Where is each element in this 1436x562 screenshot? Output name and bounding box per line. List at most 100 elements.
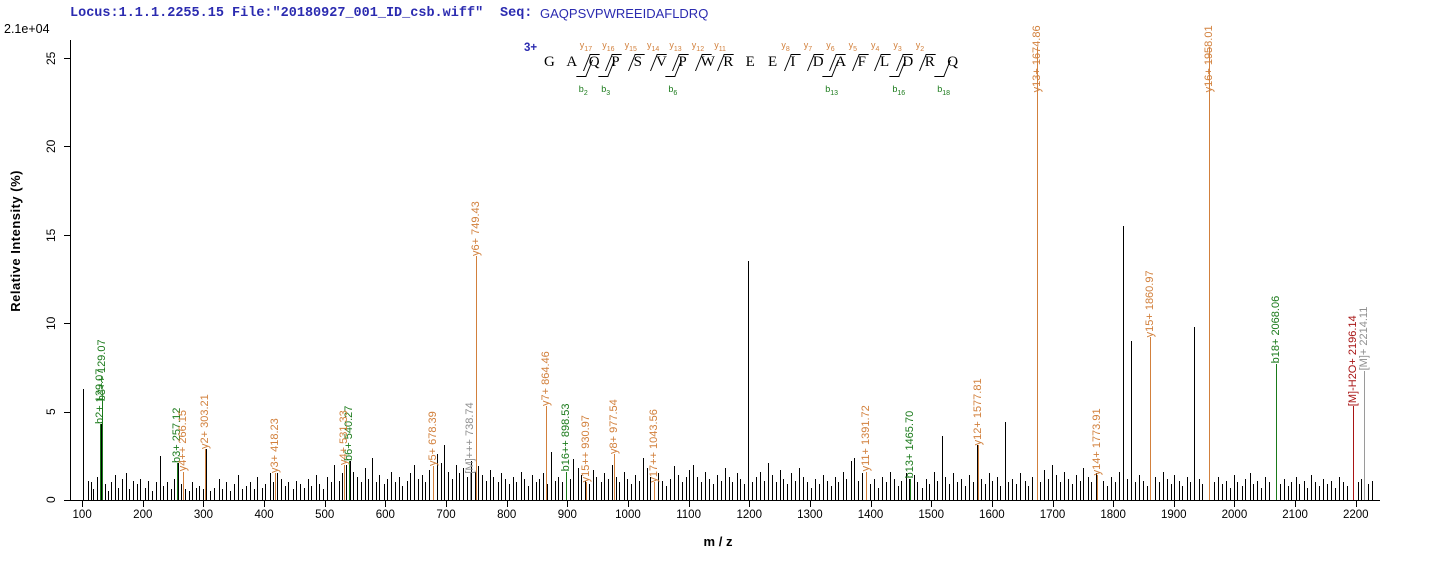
- spectrum-peak: [322, 489, 324, 500]
- spectrum-peak: [768, 462, 770, 500]
- spectrum-peak: [619, 482, 621, 500]
- spectrum-peak: [327, 477, 329, 500]
- x-tick-label: 1900: [1160, 509, 1187, 521]
- x-tick-label: 900: [557, 509, 577, 521]
- spectrum-peak: [338, 480, 340, 500]
- spectrum-peak: [1079, 480, 1081, 500]
- spectrum-peak: [689, 469, 691, 500]
- annotated-peak: [275, 473, 277, 500]
- spectrum-peak: [387, 478, 389, 500]
- annotated-peak: [469, 473, 471, 500]
- spectrum-peak: [1083, 468, 1085, 500]
- spectrum-peak: [402, 485, 404, 500]
- spectrum-peak: [527, 485, 529, 500]
- spectrum-peak: [822, 475, 824, 500]
- spectrum-peak: [1202, 484, 1204, 500]
- x-tick: [82, 501, 84, 507]
- spectrum-peak: [1064, 471, 1066, 500]
- residue-g-1: G: [544, 54, 555, 70]
- spectrum-peak: [1095, 473, 1097, 500]
- spectrum-peak: [1343, 482, 1344, 500]
- spectrum-peak: [1127, 478, 1129, 500]
- spectrum-peak: [107, 491, 109, 500]
- residue-d-17: D: [902, 54, 914, 70]
- spectrum-peak: [1174, 475, 1176, 500]
- spectrum-peak: [1198, 478, 1200, 500]
- spectrum-peak: [117, 487, 119, 500]
- peak-label: y8+ 977.54: [608, 399, 621, 454]
- spectrum-peak: [953, 473, 955, 500]
- spectrum-peak: [661, 480, 663, 500]
- y-tick: [64, 500, 70, 501]
- spectrum-peak: [1111, 477, 1113, 500]
- x-tick: [142, 501, 144, 507]
- spectrum-peak: [356, 477, 358, 500]
- precursor-charge-label: 3+: [524, 42, 538, 54]
- spectrum-peak: [1154, 477, 1156, 500]
- spectrum-peak: [681, 482, 683, 500]
- spectrum-peak: [581, 475, 583, 500]
- spectrum-peak: [1315, 482, 1317, 500]
- y-tick-label: 25: [44, 51, 58, 65]
- spectrum-peak: [933, 471, 935, 500]
- residue-f-15: F: [857, 54, 866, 70]
- residue-d-13: D: [812, 54, 824, 70]
- annotated-peak: [1353, 406, 1355, 500]
- x-tick-label: 1000: [615, 509, 641, 521]
- y-ion-label-y2: y2: [915, 40, 925, 53]
- x-tick: [1234, 501, 1236, 507]
- spectrum-peak: [1295, 477, 1297, 500]
- sequence-value: GAQPSVPWREEIDAFLDRQ: [540, 6, 709, 21]
- spectrum-peak: [1040, 482, 1042, 500]
- spectrum-peak: [1024, 480, 1026, 500]
- spectrum-peak: [869, 484, 871, 500]
- peak-label: y2+ 303.21: [199, 393, 212, 449]
- spectrum-peak: [144, 487, 146, 500]
- residue-e-10: E: [745, 54, 755, 70]
- spectrum-peak: [787, 484, 789, 500]
- spectrum-peak: [1257, 480, 1259, 500]
- spectrum-peak: [281, 478, 283, 500]
- spectrum-peak: [913, 475, 915, 500]
- spectrum-peak: [1241, 485, 1243, 500]
- spectrum-peak: [210, 491, 212, 500]
- y-ion-label-y13: y13: [669, 40, 682, 53]
- x-tick: [627, 501, 629, 507]
- spectrum-peak: [478, 466, 480, 500]
- spectrum-peak: [447, 471, 449, 500]
- spectrum-peak: [218, 478, 220, 500]
- spectrum-peak: [334, 464, 336, 500]
- spectrum-peak: [854, 457, 856, 500]
- spectrum-peak: [760, 471, 762, 500]
- spectrum-peak: [909, 478, 911, 500]
- spectrum-peak: [669, 478, 671, 500]
- spectrum-peak: [455, 464, 457, 500]
- spectrum-peak: [167, 482, 169, 500]
- spectrum-peak: [1091, 482, 1093, 500]
- spectrum-peak: [410, 473, 412, 500]
- spectrum-peak: [885, 482, 887, 500]
- x-tick-label: 1300: [797, 509, 823, 521]
- header-bar: Locus:1.1.1.2255.15 File:"20180927_001_I…: [0, 4, 1436, 26]
- spectrum-peak: [693, 464, 695, 500]
- spectrum-peak: [992, 480, 994, 500]
- annotated-peak: [614, 454, 616, 500]
- spectrum-peak: [658, 473, 660, 500]
- spectrum-peak: [600, 482, 602, 500]
- peak-label: y12+ 1577.81: [972, 378, 985, 446]
- spectrum-peak: [1087, 477, 1089, 500]
- spectrum-peak: [642, 457, 644, 500]
- spectrum-peak: [596, 477, 598, 500]
- spectrum-peak: [1166, 478, 1168, 500]
- x-tick-label: 2200: [1342, 509, 1369, 521]
- spectrum-peak: [497, 482, 499, 500]
- spectrum-peak: [299, 484, 301, 500]
- spectrum-peak: [1103, 480, 1105, 500]
- peak-label: b13+ 1465.70: [904, 411, 917, 479]
- annotated-peak: [177, 462, 179, 500]
- spectrum-peak: [905, 473, 907, 500]
- spectrum-peak: [862, 473, 864, 500]
- annotated-peak: [1275, 363, 1277, 500]
- spectrum-peak: [744, 484, 746, 500]
